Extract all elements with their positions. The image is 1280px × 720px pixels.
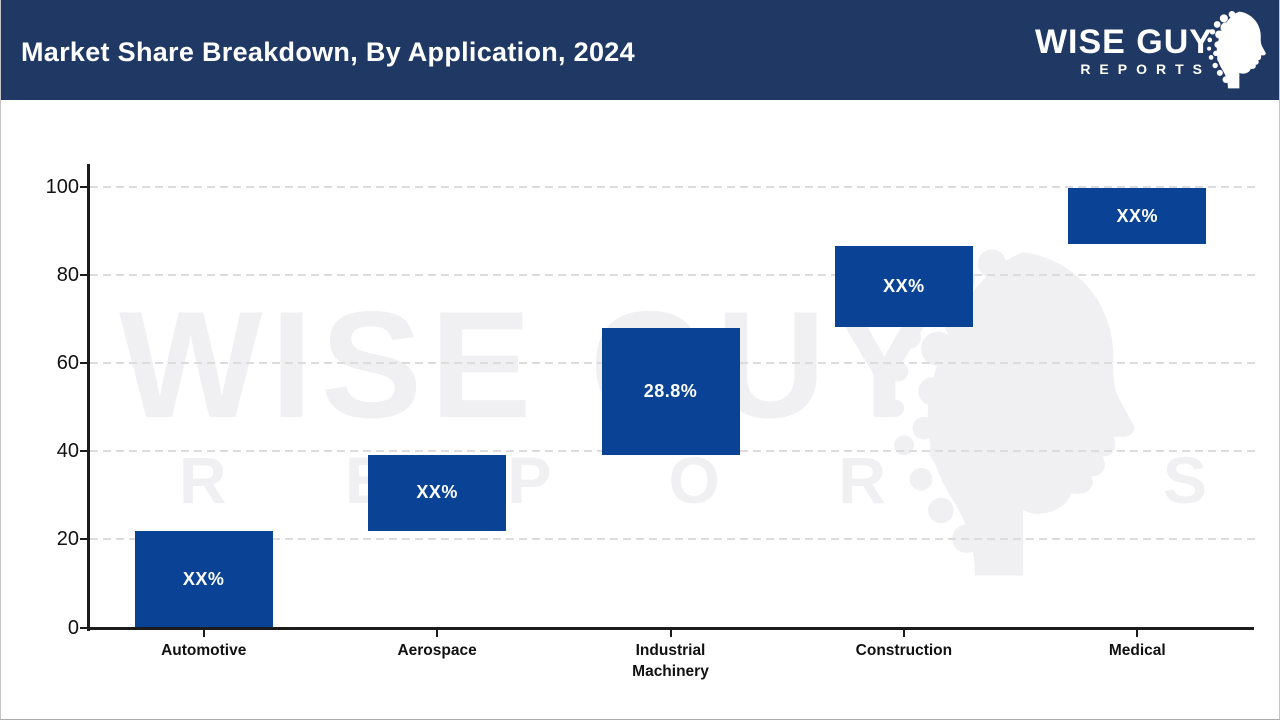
chart-area: WISE GUY R E P O R T S 0 20 40 60 80 100 XX% Au… [1,100,1279,719]
wise-guy-reports-logo: WISE GUY REPORTS [1035,4,1273,96]
bar-value-label: 28.8% [643,380,698,401]
y-tick-100 [80,186,89,188]
watermark-wordmark: WISE GUY [119,280,944,450]
gridline-80 [90,274,1257,277]
bar-medical: XX% [1068,187,1207,245]
x-category-label: Automotive [161,642,247,659]
logo-text: WISE GUY REPORTS [1035,24,1213,77]
y-tick-80 [80,274,89,277]
bar-aerospace: XX% [368,454,507,531]
y-tick-label-40: 40 [56,440,79,463]
bar-value-label: XX% [182,568,225,589]
x-tick-1 [436,630,439,637]
x-tick-4 [1136,630,1139,637]
y-tick-label-60: 60 [56,352,79,375]
y-tick-label-100: 100 [45,176,79,198]
x-category-label: Industrial Machinery [632,642,709,680]
x-axis-line [87,627,1254,630]
y-tick-label-0: 0 [67,616,79,639]
y-tick-60 [80,362,89,365]
dotted-head-profile-icon [1207,10,1266,89]
y-tick-20 [80,538,89,541]
y-tick-0 [80,626,89,629]
page-title: Market Share Breakdown, By Application, … [21,37,635,67]
x-tick-2 [669,630,672,637]
y-axis-line [87,164,90,631]
x-tick-0 [202,630,205,637]
bar-value-label: XX% [1116,205,1159,226]
y-tick-label-80: 80 [56,264,79,287]
y-tick-label-20: 20 [56,528,79,551]
bar-value-label: XX% [883,276,925,297]
logo-subtitle: REPORTS [1080,60,1211,77]
header-band: Market Share Breakdown, By Application, … [1,0,1279,100]
bar-industrial: 28.8% [601,327,740,455]
bar-value-label: XX% [416,482,458,503]
gridline-20 [90,538,1257,541]
logo-wordmark: WISE GUY [1034,22,1213,61]
y-tick-40 [80,450,89,453]
bar-construction: XX% [834,246,973,328]
x-category-label: Aerospace [397,642,477,659]
x-tick-3 [902,630,905,637]
bar-automotive: XX% [134,531,273,628]
x-category-label: Medical [1108,642,1166,659]
gridline-100 [90,186,1257,188]
x-category-label: Construction [855,642,953,659]
